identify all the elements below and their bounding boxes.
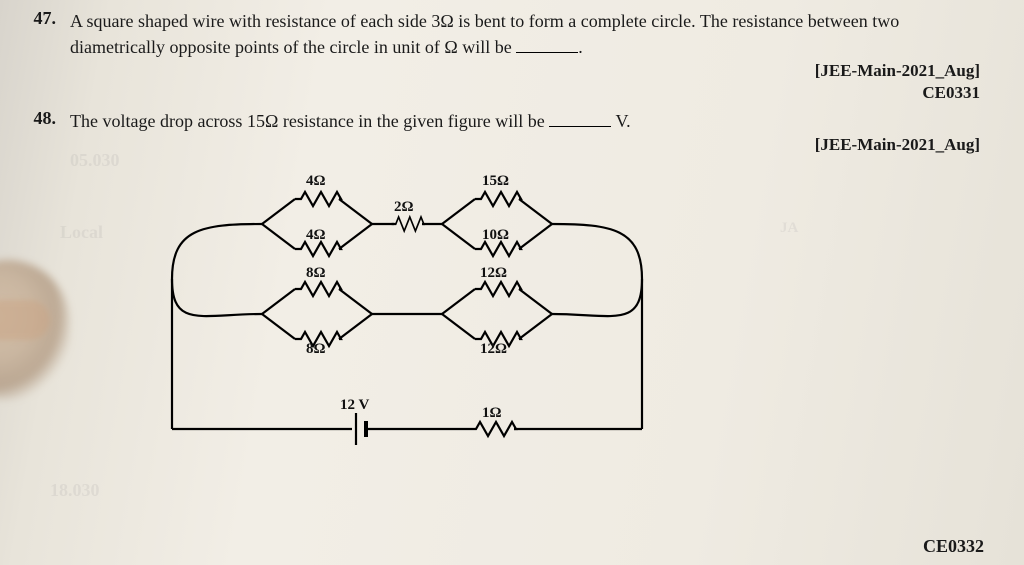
page: 47. A square shaped wire with resistance… — [0, 0, 1024, 565]
circuit-diagram: 4Ω 4Ω 2Ω 15Ω 10Ω 8Ω 8Ω 12Ω 12Ω 12 V 1Ω — [142, 169, 702, 489]
resistor-label: 1Ω — [482, 405, 502, 422]
source-line: [JEE-Main-2021_Aug] — [70, 134, 984, 156]
resistor-label: 4Ω — [306, 173, 326, 190]
question-code: CE0331 — [922, 83, 980, 102]
answer-blank — [549, 110, 611, 127]
question-48: 48. The voltage drop across 15Ω resistan… — [22, 108, 984, 156]
text: The voltage drop across — [70, 111, 247, 131]
circuit-svg — [142, 169, 702, 489]
text: resistance in the given figure will be — [278, 111, 549, 131]
answer-blank — [516, 36, 578, 53]
value: 3Ω — [431, 11, 453, 31]
source-tag: [JEE-Main-2021_Aug] — [815, 135, 980, 154]
resistor-label: 12Ω — [480, 265, 507, 282]
question-text: A square shaped wire with resistance of … — [70, 8, 984, 104]
question-47: 47. A square shaped wire with resistance… — [22, 8, 984, 104]
resistor-label: 12Ω — [480, 341, 507, 358]
battery-label: 12 V — [340, 397, 369, 414]
resistor-label: 2Ω — [394, 199, 414, 216]
question-code: CE0332 — [923, 536, 984, 557]
resistor-label: 15Ω — [482, 173, 509, 190]
resistor-label: 8Ω — [306, 341, 326, 358]
text: . — [578, 37, 583, 57]
source-line: [JEE-Main-2021_Aug] CE0331 — [70, 60, 984, 104]
question-number: 47. — [22, 8, 56, 104]
question-text: The voltage drop across 15Ω resistance i… — [70, 108, 984, 156]
question-number: 48. — [22, 108, 56, 156]
text: V. — [611, 111, 630, 131]
text: A square shaped wire with resistance of … — [70, 11, 431, 31]
source-tag: [JEE-Main-2021_Aug] — [815, 61, 980, 80]
resistor-label: 8Ω — [306, 265, 326, 282]
value: 15Ω — [247, 111, 278, 131]
resistor-label: 10Ω — [482, 227, 509, 244]
resistor-label: 4Ω — [306, 227, 326, 244]
